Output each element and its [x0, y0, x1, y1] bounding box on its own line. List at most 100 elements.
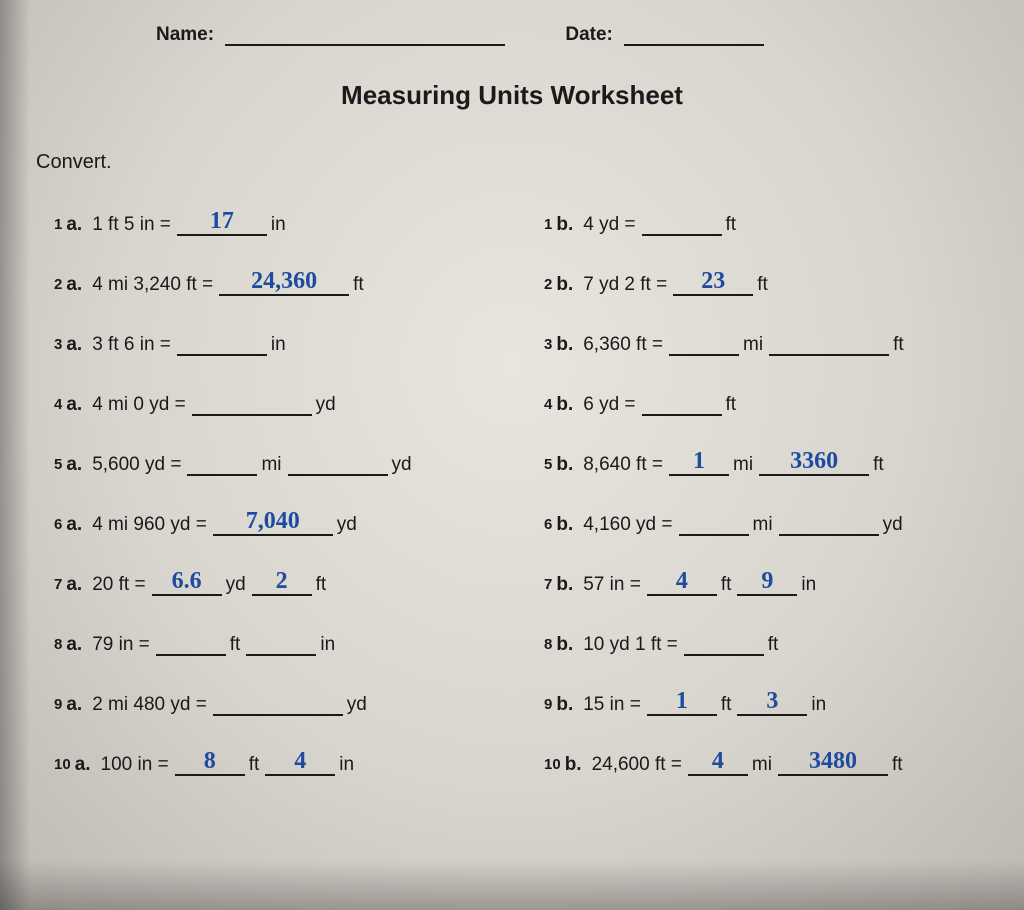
header-row: Name: Date:	[156, 24, 988, 46]
problem-10b: 10b.24,600 ft =4mi3480ft	[544, 750, 1014, 776]
answer-blank[interactable]: 3	[737, 690, 807, 716]
problem-lhs: 15 in =	[583, 694, 641, 716]
inline-unit: mi	[753, 514, 773, 536]
problem-4a: 4a.4 mi 0 yd =yd	[54, 390, 534, 416]
problem-lhs: 4,160 yd =	[583, 514, 672, 536]
name-label: Name:	[156, 24, 214, 45]
problem-number: 7	[54, 574, 62, 597]
problem-lhs: 20 ft =	[92, 574, 145, 596]
problem-letter: b.	[565, 754, 582, 776]
problem-number: 2	[544, 274, 552, 297]
tail-unit: ft	[768, 634, 779, 656]
tail-unit: yd	[347, 694, 367, 716]
answer-blank[interactable]: 1	[669, 450, 729, 476]
answer-blank[interactable]	[779, 510, 879, 536]
problem-letter: a.	[66, 214, 82, 236]
problem-letter: b.	[556, 394, 573, 416]
answer-blank[interactable]	[213, 690, 343, 716]
answer-blank[interactable]: 2	[252, 570, 312, 596]
answer-blank[interactable]	[192, 390, 312, 416]
handwritten-answer: 4	[294, 748, 306, 775]
problem-10a: 10a.100 in =8ft4in	[54, 750, 534, 776]
answer-blank[interactable]: 4	[688, 750, 748, 776]
answer-blank[interactable]	[642, 390, 722, 416]
tail-unit: ft	[893, 334, 904, 356]
tail-unit: ft	[726, 394, 737, 416]
answer-blank[interactable]	[246, 630, 316, 656]
answer-blank[interactable]	[156, 630, 226, 656]
problem-7a: 7a.20 ft =6.6yd2ft	[54, 570, 534, 596]
answer-blank[interactable]: 1	[647, 690, 717, 716]
handwritten-answer: 3	[766, 688, 778, 715]
inline-unit: ft	[230, 634, 241, 656]
problem-lhs: 6 yd =	[583, 394, 635, 416]
shadow-bottom	[0, 860, 1024, 910]
inline-unit: ft	[249, 754, 260, 776]
answer-blank[interactable]	[684, 630, 764, 656]
answer-blank[interactable]: 9	[737, 570, 797, 596]
problem-number: 9	[54, 694, 62, 717]
problem-9b: 9b.15 in =1ft3in	[544, 690, 1014, 716]
answer-blank[interactable]: 23	[673, 270, 753, 296]
problem-5a: 5a.5,600 yd =miyd	[54, 450, 534, 476]
answer-blank[interactable]	[187, 450, 257, 476]
tail-unit: ft	[873, 454, 884, 476]
problem-lhs: 10 yd 1 ft =	[583, 634, 678, 656]
handwritten-answer: 23	[701, 268, 725, 295]
name-blank[interactable]	[225, 26, 505, 46]
answer-blank[interactable]: 24,360	[219, 270, 349, 296]
handwritten-answer: 3360	[790, 448, 838, 475]
problem-lhs: 1 ft 5 in =	[92, 214, 171, 236]
problem-number: 5	[54, 454, 62, 477]
problem-number: 10	[54, 754, 71, 777]
problem-letter: b.	[556, 454, 573, 476]
problem-5b: 5b.8,640 ft =1mi3360ft	[544, 450, 1014, 476]
answer-blank[interactable]: 8	[175, 750, 245, 776]
answer-blank[interactable]: 4	[647, 570, 717, 596]
problem-number: 6	[544, 514, 552, 537]
answer-blank[interactable]	[769, 330, 889, 356]
problem-6b: 6b.4,160 yd =miyd	[544, 510, 1014, 536]
handwritten-answer: 17	[210, 208, 234, 235]
answer-blank[interactable]	[177, 330, 267, 356]
answer-blank[interactable]: 6.6	[152, 570, 222, 596]
problem-lhs: 4 mi 960 yd =	[92, 514, 207, 536]
answer-blank[interactable]: 3480	[778, 750, 888, 776]
answer-blank[interactable]: 3360	[759, 450, 869, 476]
problem-letter: a.	[66, 454, 82, 476]
problem-letter: a.	[66, 334, 82, 356]
answer-blank[interactable]: 17	[177, 210, 267, 236]
tail-unit: ft	[726, 214, 737, 236]
handwritten-answer: 2	[276, 568, 288, 595]
problem-number: 9	[544, 694, 552, 717]
problem-number: 10	[544, 754, 561, 777]
problem-1b: 1b.4 yd =ft	[544, 210, 1014, 236]
answer-blank[interactable]	[669, 330, 739, 356]
tail-unit: in	[811, 694, 826, 716]
problem-letter: b.	[556, 574, 573, 596]
answer-blank[interactable]	[288, 450, 388, 476]
handwritten-answer: 1	[676, 688, 688, 715]
problem-lhs: 4 mi 3,240 ft =	[92, 274, 213, 296]
inline-unit: mi	[752, 754, 772, 776]
handwritten-answer: 3480	[809, 748, 857, 775]
problem-letter: a.	[66, 634, 82, 656]
answer-blank[interactable]: 7,040	[213, 510, 333, 536]
answer-blank[interactable]	[679, 510, 749, 536]
problem-number: 4	[544, 394, 552, 417]
tail-unit: in	[801, 574, 816, 596]
answer-blank[interactable]: 4	[265, 750, 335, 776]
problem-lhs: 3 ft 6 in =	[92, 334, 171, 356]
inline-unit: mi	[261, 454, 281, 476]
answer-blank[interactable]	[642, 210, 722, 236]
problem-lhs: 100 in =	[101, 754, 169, 776]
inline-unit: yd	[226, 574, 246, 596]
date-blank[interactable]	[624, 26, 764, 46]
tail-unit: in	[320, 634, 335, 656]
tail-unit: ft	[757, 274, 768, 296]
problem-7b: 7b.57 in =4ft9in	[544, 570, 1014, 596]
problem-lhs: 57 in =	[583, 574, 641, 596]
problem-number: 7	[544, 574, 552, 597]
problem-letter: a.	[66, 394, 82, 416]
tail-unit: in	[271, 214, 286, 236]
